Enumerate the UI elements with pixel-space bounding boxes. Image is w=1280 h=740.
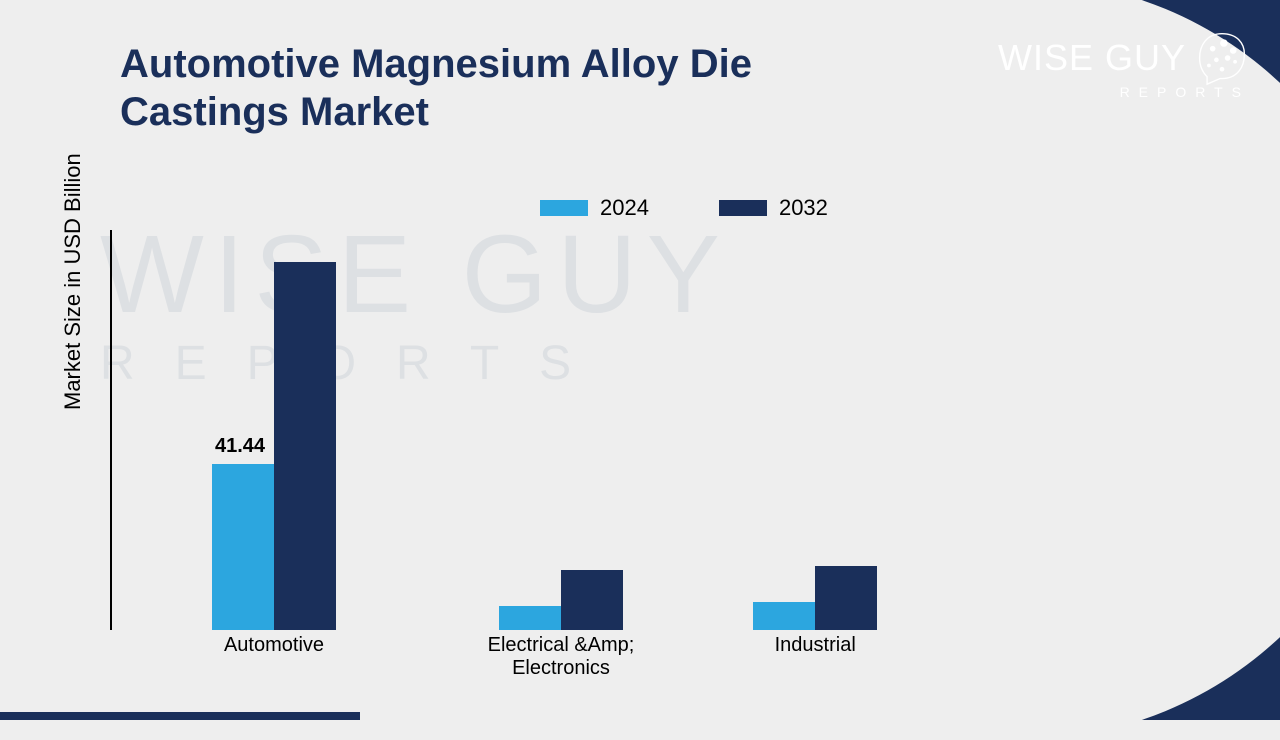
legend-label-2024: 2024	[600, 195, 649, 221]
logo-text-1: WISE GUY	[998, 37, 1186, 79]
logo-head-icon	[1194, 30, 1250, 86]
bar-pair	[212, 230, 336, 630]
category-group: Electrical &Amp; Electronics	[499, 230, 623, 630]
legend-swatch-2032	[719, 200, 767, 216]
logo-line1: WISE GUY	[998, 30, 1250, 86]
bar	[212, 464, 274, 630]
legend-item-2024: 2024	[540, 195, 649, 221]
category-label: Automotive	[174, 634, 374, 657]
footer-accent-bar	[0, 712, 360, 720]
category-label: Electrical &Amp; Electronics	[461, 634, 661, 680]
wiseguy-logo: WISE GUY REPORTS	[998, 30, 1250, 100]
logo-line2: REPORTS	[998, 84, 1250, 100]
bar	[274, 262, 336, 630]
infographic-canvas: WISE GUY REPORTS Automotive Magnesium Al…	[0, 0, 1280, 720]
legend-swatch-2024	[540, 200, 588, 216]
bar-value-label: 41.44	[215, 435, 265, 458]
bar	[753, 602, 815, 630]
chart-plot-area: 41.44Automotive Electrical &Amp; Electron…	[110, 230, 930, 630]
legend-label-2032: 2032	[779, 195, 828, 221]
legend: 2024 2032	[540, 195, 828, 221]
category-group: Industrial	[753, 230, 877, 630]
category-label: Industrial	[715, 634, 915, 657]
bar	[499, 606, 561, 630]
bar-pair	[499, 230, 623, 630]
bar	[815, 566, 877, 630]
category-group: 41.44Automotive	[212, 230, 336, 630]
y-axis-label: Market Size in USD Billion	[60, 153, 86, 410]
chart-title: Automotive Magnesium Alloy Die Castings …	[120, 40, 860, 136]
y-axis-line	[110, 230, 112, 630]
bar	[561, 570, 623, 630]
bar-pair	[753, 230, 877, 630]
legend-item-2032: 2032	[719, 195, 828, 221]
